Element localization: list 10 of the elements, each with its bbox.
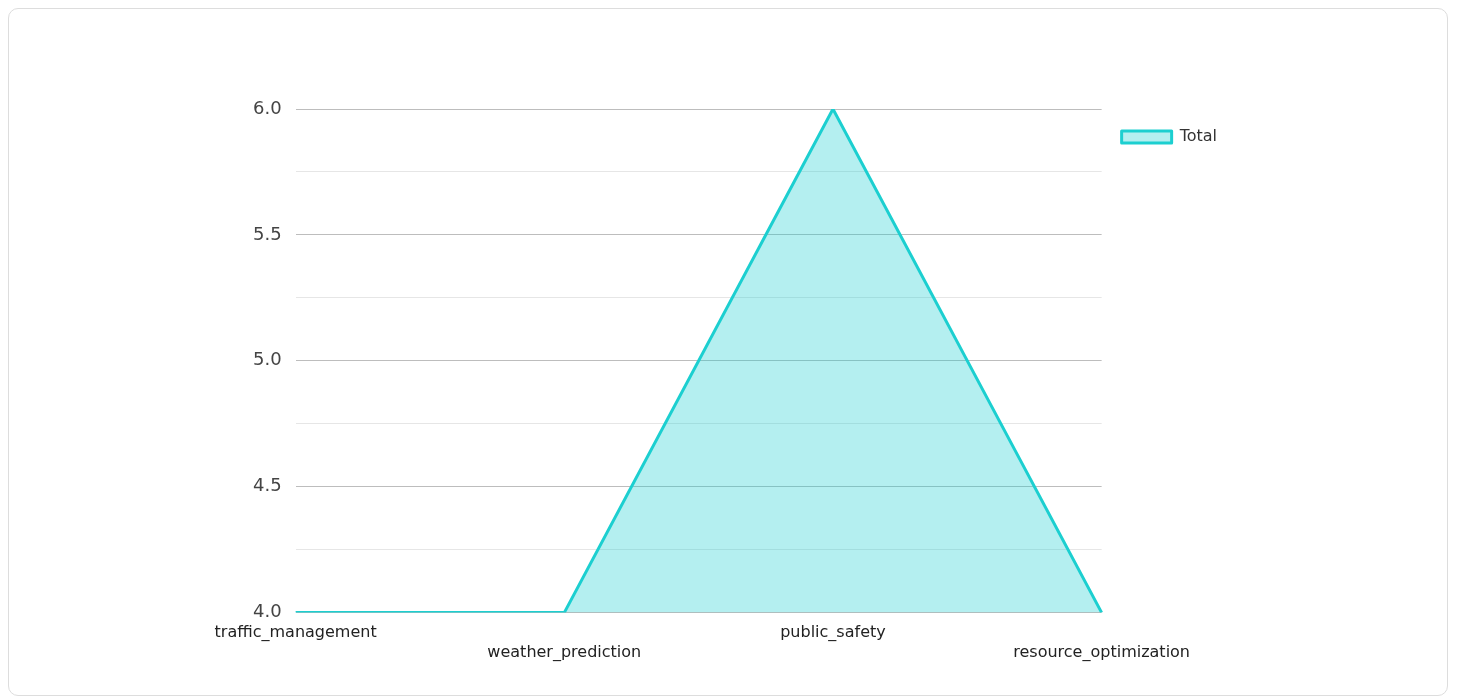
x-tick-label: public_safety [780,622,886,643]
x-tick-label: traffic_management [214,622,377,643]
x-tick-label: weather_prediction [487,641,642,662]
x-tick-label: resource_optimization [1013,641,1191,662]
y-tick-label: 5.5 [252,222,282,244]
y-tick-label: 4.0 [252,600,282,622]
y-tick-label: 6.0 [252,96,282,118]
legend-label: Total [1178,126,1218,146]
y-tick-label: 5.0 [252,348,282,370]
y-tick-label: 4.5 [252,474,282,496]
